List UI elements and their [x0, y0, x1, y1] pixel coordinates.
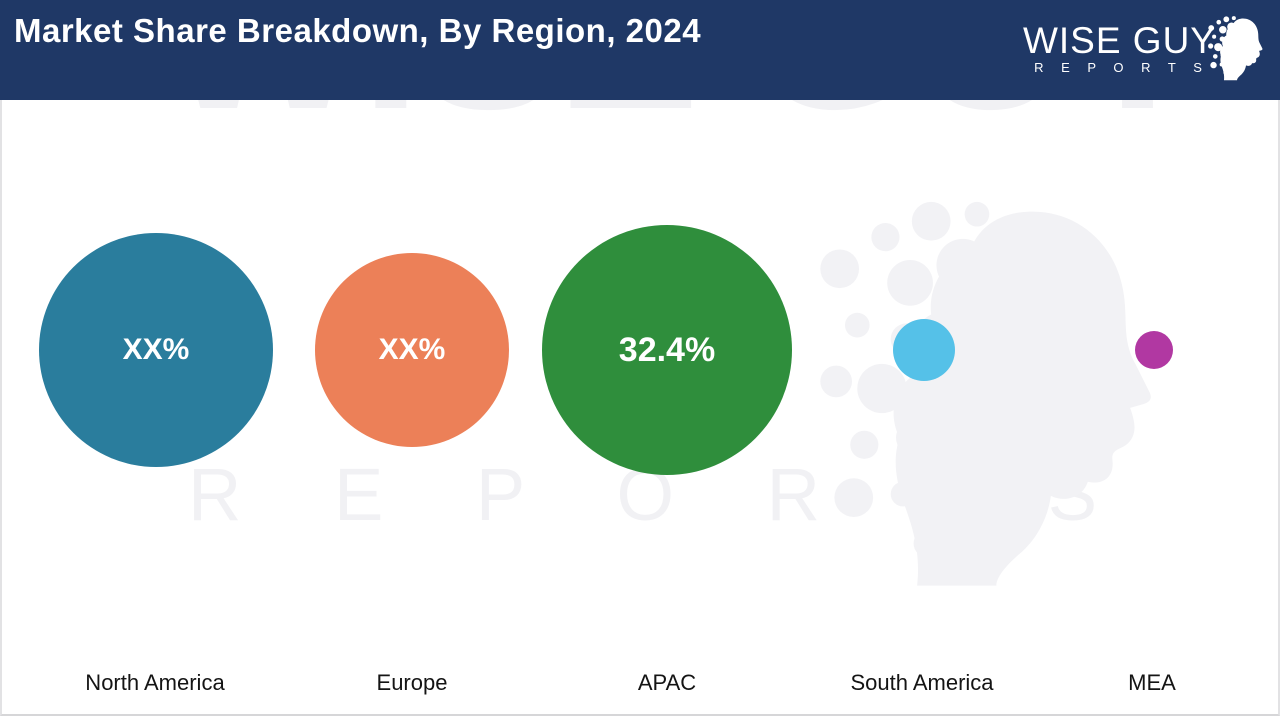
category-label-apac: APAC [637, 670, 697, 695]
bubble-mea [1135, 331, 1173, 369]
bubble-value-europe: XX% [378, 333, 446, 366]
wiseguy-face-logo-icon [1208, 16, 1263, 81]
logo-name: WISE GUY [1022, 20, 1216, 61]
logo-tagline: R E P O R T S [1034, 60, 1209, 75]
bubble-value-north-america: XX% [122, 333, 190, 366]
chart-area: WISE GUY R E P O R T S XX% XX% 32.4% Nor… [0, 100, 1280, 716]
logo-text: WISE GUY R E P O R T S [1022, 20, 1216, 76]
bubble-europe: XX% [315, 253, 509, 447]
category-label-south-america: South America [850, 670, 994, 695]
bubble-value-apac: 32.4% [618, 330, 716, 369]
bubble-north-america: XX% [39, 233, 273, 467]
category-label-europe: Europe [376, 670, 448, 695]
header-bar: Market Share Breakdown, By Region, 2024 … [0, 0, 1280, 100]
wiseguy-logo: WISE GUY R E P O R T S [1023, 8, 1264, 88]
category-label-north-america: North America [85, 670, 225, 695]
watermark-text-large: WISE GUY [162, 100, 1209, 158]
watermark-face-icon [820, 201, 1151, 586]
bubble-apac: 32.4% [542, 225, 792, 475]
bubble-south-america [893, 319, 955, 381]
page-title: Market Share Breakdown, By Region, 2024 [14, 12, 702, 49]
category-label-mea: MEA [1128, 670, 1176, 695]
